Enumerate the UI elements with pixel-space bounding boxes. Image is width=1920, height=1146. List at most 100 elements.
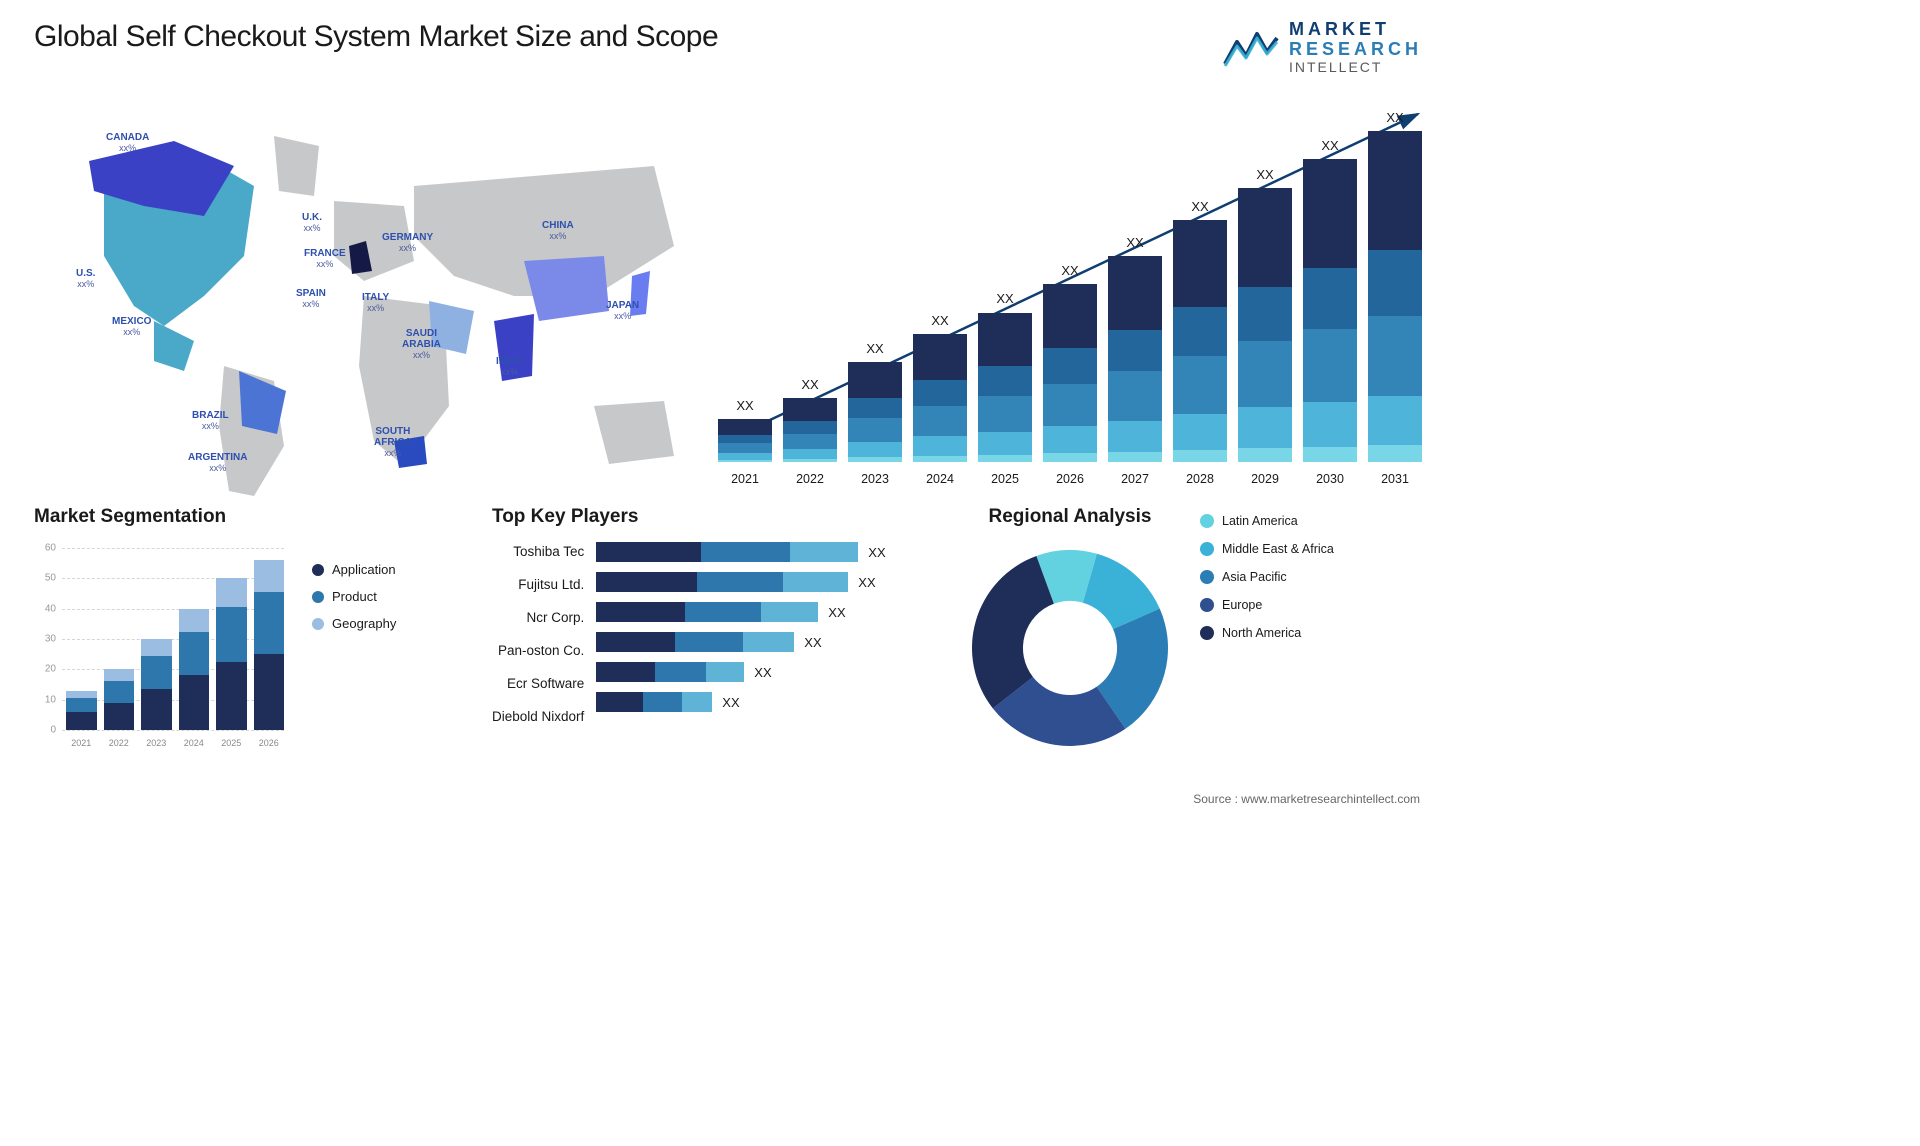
seg-bar-segment <box>141 689 172 730</box>
player-name: Toshiba Tec <box>513 542 584 562</box>
market-year-label: 2029 <box>1238 468 1292 486</box>
market-bar-segment <box>1303 268 1357 329</box>
legend-label: Latin America <box>1222 514 1298 528</box>
player-bar-row: XX <box>596 572 942 592</box>
market-bar-segment <box>1043 384 1097 427</box>
market-size-bar-chart: XXXXXXXXXXXXXXXXXXXXXX 20212022202320242… <box>718 106 1422 486</box>
market-bar-segment <box>1108 256 1162 330</box>
player-bar-row: XX <box>596 542 942 562</box>
seg-ytick: 0 <box>34 725 56 736</box>
legend-label: Geography <box>332 616 396 631</box>
legend-label: Middle East & Africa <box>1222 542 1334 556</box>
market-bar-2031 <box>1368 131 1422 462</box>
market-bar-segment <box>1368 445 1422 462</box>
market-bar-segment <box>783 434 837 449</box>
market-bar-segment <box>1303 447 1357 462</box>
seg-gridline <box>62 730 284 731</box>
legend-label: Europe <box>1222 598 1262 612</box>
player-bar-segment <box>790 542 858 562</box>
key-players-panel: Top Key Players Toshiba TecFujitsu Ltd.N… <box>492 506 942 727</box>
logo-line2: RESEARCH <box>1289 40 1422 58</box>
map-label-argentina: ARGENTINAxx% <box>188 452 247 474</box>
regional-donut-chart <box>960 538 1180 758</box>
segmentation-bar-chart: 0102030405060202120222023202420252026 <box>34 538 284 748</box>
market-bar-segment <box>1303 159 1357 268</box>
market-bar-segment <box>783 449 837 459</box>
source-label: Source : www.marketresearchintellect.com <box>1193 792 1420 806</box>
market-bar-segment <box>913 334 967 380</box>
market-year-label: 2022 <box>783 468 837 486</box>
market-bar-segment <box>1238 448 1292 462</box>
market-bar-segment <box>1043 453 1097 462</box>
legend-label: North America <box>1222 626 1301 640</box>
legend-swatch-icon <box>1200 514 1214 528</box>
seg-bar-2023 <box>141 639 172 730</box>
market-bar-value: XX <box>866 341 883 356</box>
seg-ytick: 20 <box>34 664 56 675</box>
seg-year-label: 2025 <box>216 738 247 748</box>
legend-swatch-icon <box>1200 570 1214 584</box>
market-segmentation-panel: Market Segmentation 01020304050602021202… <box>34 506 474 748</box>
mountain-icon <box>1223 26 1279 68</box>
map-label-italy: ITALYxx% <box>362 292 389 314</box>
map-label-south-africa: SOUTHAFRICAxx% <box>374 426 412 459</box>
market-year-label: 2027 <box>1108 468 1162 486</box>
seg-legend-item: Geography <box>312 616 396 631</box>
player-bar-segment <box>596 662 655 682</box>
seg-bar-segment <box>216 578 247 607</box>
seg-legend-item: Application <box>312 562 396 577</box>
map-label-china: CHINAxx% <box>542 220 574 242</box>
seg-bar-segment <box>104 669 135 681</box>
market-bar-segment <box>848 398 902 418</box>
market-year-label: 2028 <box>1173 468 1227 486</box>
player-bar-segment <box>743 632 794 652</box>
market-bar-segment <box>1238 188 1292 287</box>
seg-bar-segment <box>254 592 285 653</box>
seg-year-label: 2024 <box>179 738 210 748</box>
player-bar-segment <box>596 602 685 622</box>
market-bar-segment <box>1368 250 1422 316</box>
market-bar-segment <box>1043 426 1097 453</box>
regional-title: Regional Analysis <box>960 506 1180 528</box>
player-name: Ncr Corp. <box>527 608 585 628</box>
market-bar-2029 <box>1238 188 1292 462</box>
player-bar <box>596 542 858 562</box>
market-bar-segment <box>1108 330 1162 371</box>
legend-swatch-icon <box>312 564 324 576</box>
player-bar-segment <box>697 572 783 592</box>
player-bar <box>596 662 744 682</box>
legend-label: Application <box>332 562 396 577</box>
player-bar-value: XX <box>722 695 739 710</box>
legend-swatch-icon <box>1200 626 1214 640</box>
player-bar-row: XX <box>596 602 942 622</box>
player-bar-segment <box>596 572 697 592</box>
seg-bar-segment <box>179 632 210 676</box>
market-bar-segment <box>718 419 772 434</box>
regional-analysis-panel: Regional Analysis Latin America Middle Ea… <box>960 506 1422 758</box>
seg-ytick: 50 <box>34 573 56 584</box>
player-name: Ecr Software <box>507 674 584 694</box>
regional-legend-item: Latin America <box>1200 514 1334 528</box>
seg-bar-segment <box>254 654 285 730</box>
player-bar-row: XX <box>596 692 942 712</box>
player-bar-segment <box>655 662 705 682</box>
seg-bar-segment <box>179 675 210 730</box>
segmentation-legend: ApplicationProductGeography <box>312 562 396 631</box>
player-bar-row: XX <box>596 632 942 652</box>
market-year-label: 2025 <box>978 468 1032 486</box>
seg-bar-2021 <box>66 691 97 730</box>
player-bar-segment <box>682 692 712 712</box>
seg-ytick: 40 <box>34 603 56 614</box>
player-bar-value: XX <box>754 665 771 680</box>
market-bar-segment <box>1173 356 1227 414</box>
player-bar-segment <box>761 602 819 622</box>
market-bar-segment <box>913 456 967 462</box>
seg-year-label: 2026 <box>254 738 285 748</box>
seg-bar-segment <box>66 691 97 698</box>
market-bar-2021 <box>718 419 772 462</box>
player-bar-segment <box>596 542 701 562</box>
player-bar <box>596 692 712 712</box>
market-bar-2030 <box>1303 159 1357 462</box>
market-bar-segment <box>1368 131 1422 250</box>
market-bar-value: XX <box>1126 235 1143 250</box>
